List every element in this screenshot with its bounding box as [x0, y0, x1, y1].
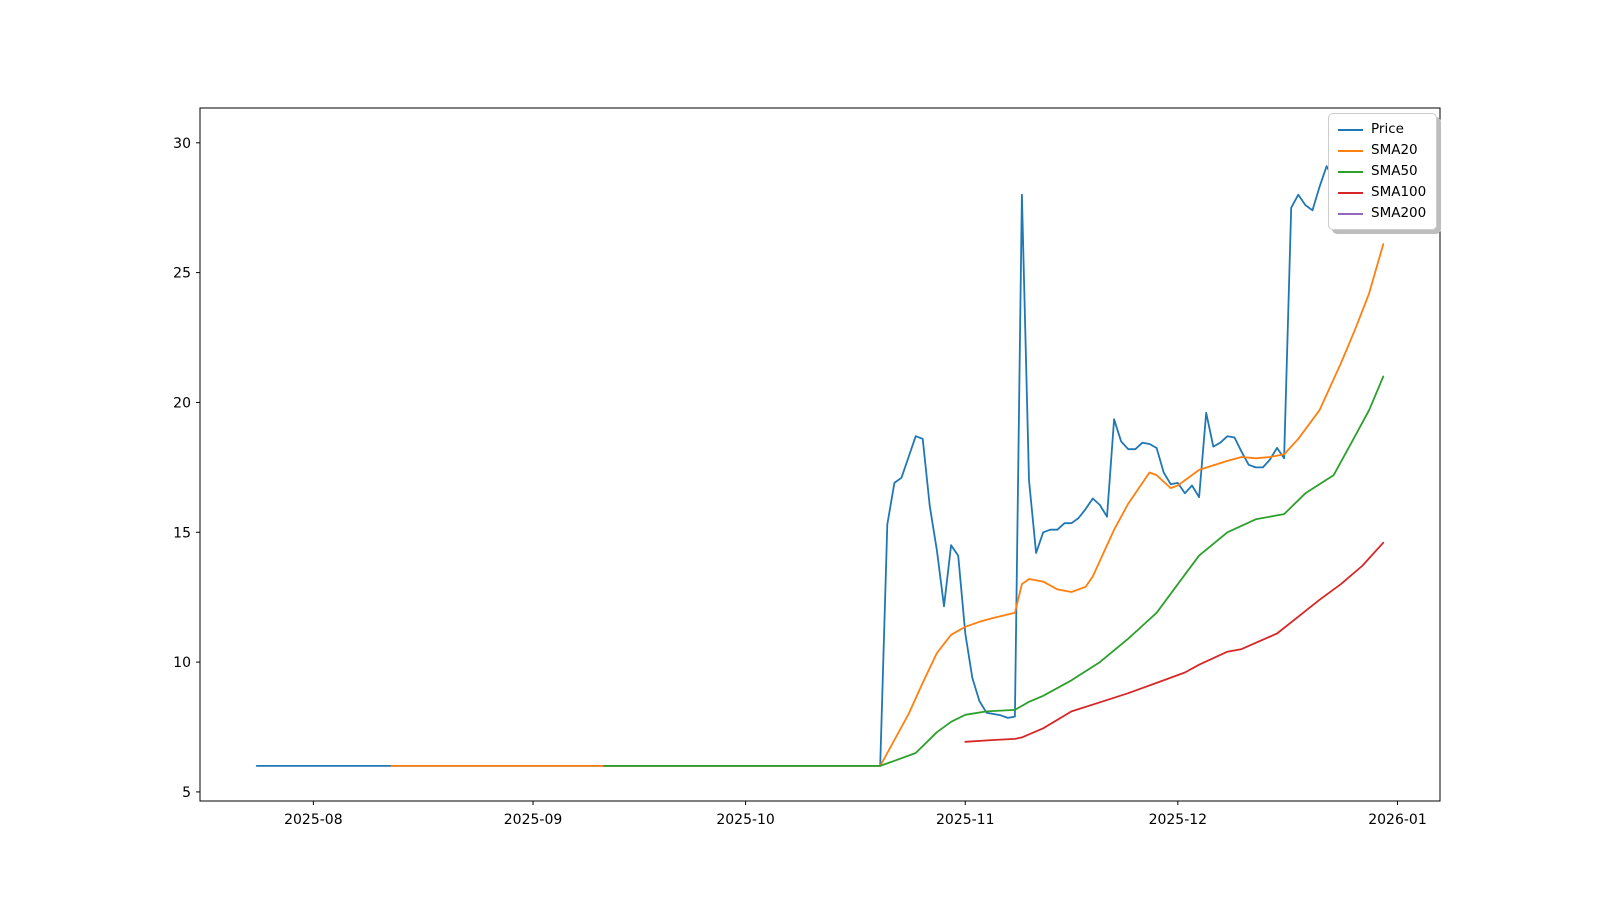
legend-entry-price: Price: [1338, 121, 1426, 138]
legend-entry-sma200: SMA200: [1338, 205, 1426, 222]
legend-label-sma200: SMA200: [1371, 205, 1427, 221]
legend-line-sample-sma20: [1338, 149, 1363, 152]
series-line-price: [255, 165, 1335, 767]
legend-label-sma100: SMA100: [1371, 184, 1427, 200]
y-tick-label: 20: [173, 395, 191, 411]
legend: Price SMA20 SMA50 SMA100 SMA200: [1328, 113, 1438, 230]
axes-spines: [199, 107, 1441, 802]
x-tick-label: 2025-12: [1149, 812, 1208, 828]
y-tick-label: 30: [173, 136, 191, 152]
legend-line-sample-sma200: [1338, 212, 1363, 215]
x-tick-label: 2025-11: [936, 812, 995, 828]
legend-label-sma50: SMA50: [1371, 163, 1418, 179]
legend-entry-sma20: SMA20: [1338, 142, 1426, 159]
x-tick-label: 2025-08: [284, 812, 343, 828]
series-line-sma50: [603, 375, 1385, 767]
legend-entry-sma50: SMA50: [1338, 163, 1426, 180]
legend-label-sma20: SMA20: [1371, 142, 1418, 158]
series-line-sma100: [964, 541, 1385, 743]
x-tick-label: 2025-10: [716, 812, 775, 828]
legend-line-sample-sma100: [1338, 191, 1363, 194]
x-tick-label: 2025-09: [504, 812, 563, 828]
y-tick-label: 10: [173, 655, 191, 671]
y-tick-label: 5: [182, 785, 191, 801]
series-line-sma20: [390, 243, 1385, 767]
legend-line-sample-sma50: [1338, 170, 1363, 173]
y-tick-label: 25: [173, 266, 191, 282]
legend-line-sample-price: [1338, 128, 1363, 131]
y-tick-label: 15: [173, 525, 191, 541]
legend-label-price: Price: [1371, 121, 1404, 137]
x-tick-label: 2026-01: [1368, 812, 1427, 828]
legend-entry-sma100: SMA100: [1338, 184, 1426, 201]
